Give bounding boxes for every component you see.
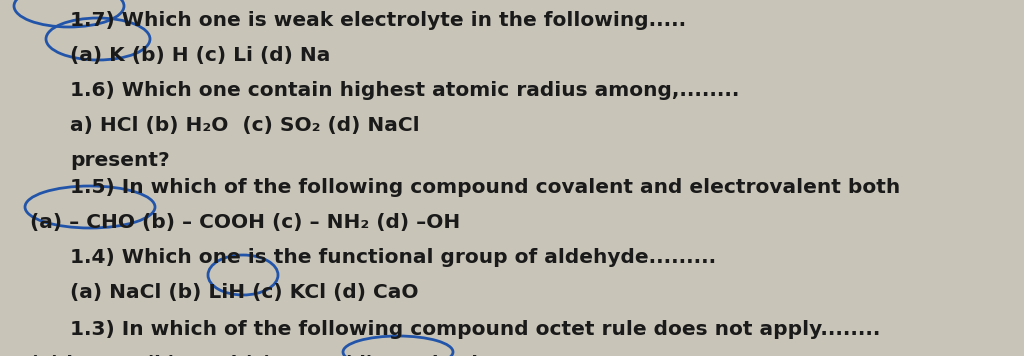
Text: 1.7) Which one is weak electrolyte in the following.....: 1.7) Which one is weak electrolyte in th… [70,11,686,30]
Text: 1.6) Which one contain highest atomic radius among,........: 1.6) Which one contain highest atomic ra… [70,81,739,100]
Text: (a) bronze (b) Steel (c) Brass (d) Duralumin: (a) bronze (b) Steel (c) Brass (d) Dural… [30,355,492,356]
Text: (a) K (b) H (c) Li (d) Na: (a) K (b) H (c) Li (d) Na [70,46,331,65]
Text: (a) – CHO (b) – COOH (c) – NH₂ (d) –OH: (a) – CHO (b) – COOH (c) – NH₂ (d) –OH [30,213,460,232]
Text: (a) NaCl (b) LiH (c) KCl (d) CaO: (a) NaCl (b) LiH (c) KCl (d) CaO [70,283,419,302]
Text: 1.5) In which of the following compound covalent and electrovalent both: 1.5) In which of the following compound … [70,178,900,197]
Text: present?: present? [70,151,170,170]
Text: 1.3) In which of the following compound octet rule does not apply........: 1.3) In which of the following compound … [70,320,881,339]
Text: 1.4) Which one is the functional group of aldehyde.........: 1.4) Which one is the functional group o… [70,248,716,267]
Text: a) HCl (b) H₂O  (c) SO₂ (d) NaCl: a) HCl (b) H₂O (c) SO₂ (d) NaCl [70,116,420,135]
